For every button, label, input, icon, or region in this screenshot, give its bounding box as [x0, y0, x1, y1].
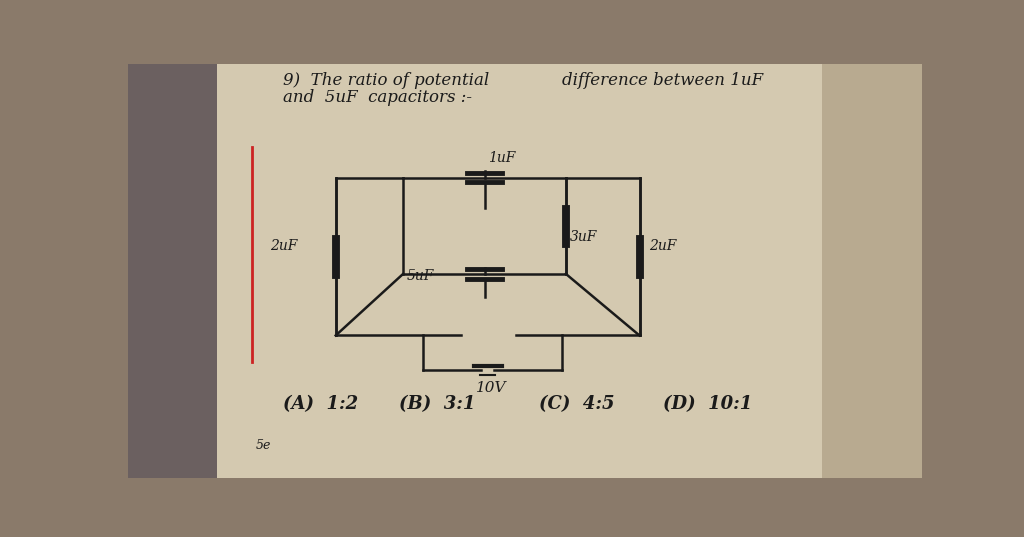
Text: (D)  10:1: (D) 10:1: [663, 395, 752, 412]
Text: (C)  4:5: (C) 4:5: [539, 395, 614, 412]
Bar: [217, 64, 821, 478]
Text: 2uF: 2uF: [649, 240, 676, 253]
Text: 9)  The ratio of potential: 9) The ratio of potential: [283, 72, 489, 89]
Text: (B)  3:1: (B) 3:1: [399, 395, 475, 412]
Text: 2uF: 2uF: [269, 240, 297, 253]
Text: and  5uF  capacitors :-: and 5uF capacitors :-: [283, 89, 472, 106]
Text: 1uF: 1uF: [488, 151, 516, 165]
Bar: [128, 64, 232, 478]
Bar: [821, 64, 922, 478]
Text: 10V: 10V: [476, 381, 507, 395]
Text: 5e: 5e: [256, 439, 271, 452]
Text: 5uF: 5uF: [407, 269, 434, 283]
Text: 3uF: 3uF: [569, 230, 597, 244]
Text: (A)  1:2: (A) 1:2: [283, 395, 358, 412]
Text: difference between 1uF: difference between 1uF: [562, 72, 763, 89]
